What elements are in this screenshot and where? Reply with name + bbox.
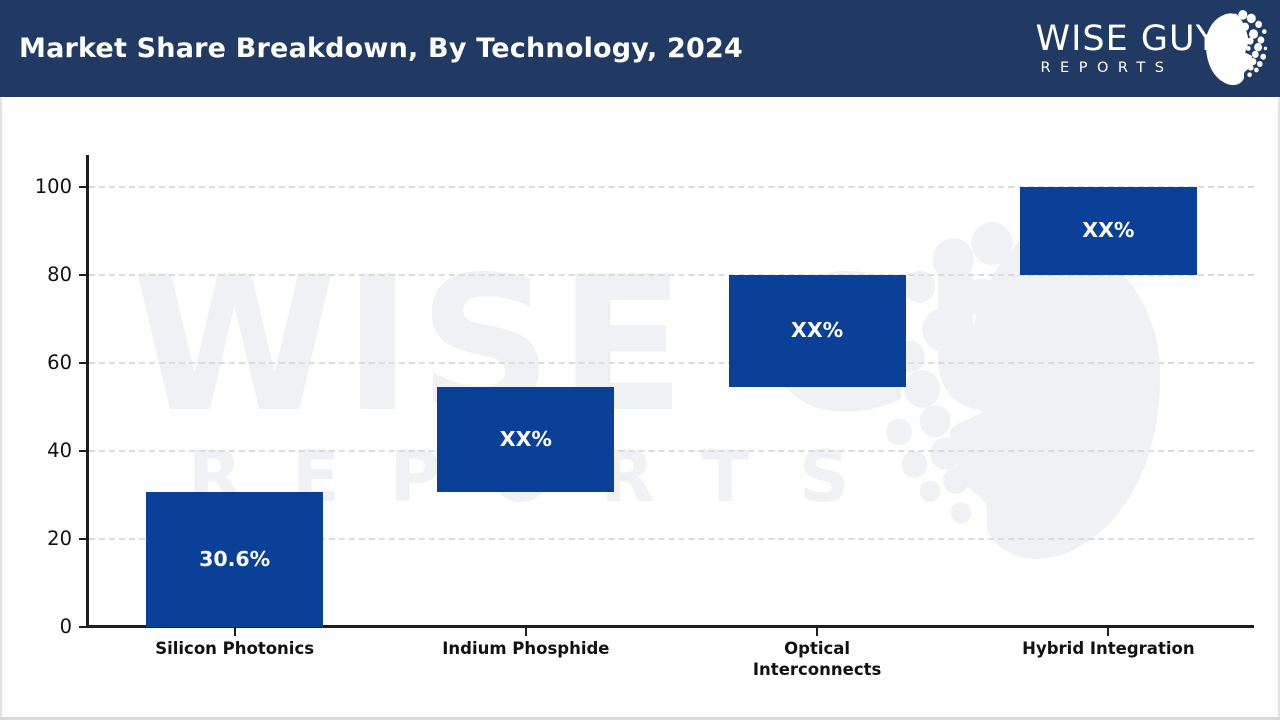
h-gridline [89, 450, 1254, 452]
h-gridline [89, 362, 1254, 364]
brand-logo: WISE GUY REPORTS [1035, 9, 1270, 88]
bar-value-label: 30.6% [199, 546, 271, 571]
y-axis-tick [79, 450, 87, 452]
logo-subtitle: REPORTS [1040, 59, 1174, 76]
bar-value-label: XX% [499, 426, 552, 451]
waterfall-bar [728, 275, 906, 388]
y-axis-tick-label: 40 [47, 439, 72, 462]
header-bar: Market Share Breakdown, By Technology, 2… [0, 0, 1280, 97]
y-axis [86, 155, 89, 628]
waterfall-bar [146, 492, 324, 627]
x-axis-tick [816, 628, 819, 636]
h-gridline [89, 538, 1254, 540]
h-gridline [89, 274, 1254, 276]
h-gridline [89, 186, 1254, 188]
window-edge-right [1278, 97, 1280, 720]
y-axis-tick-label: 60 [47, 351, 72, 374]
x-axis-tick [1107, 628, 1110, 636]
page-title: Market Share Breakdown, By Technology, 2… [19, 33, 744, 64]
y-axis-tick [79, 538, 87, 540]
window-edge-bottom [0, 717, 1280, 720]
y-axis-tick-label: 20 [47, 527, 72, 550]
waterfall-bar [437, 387, 615, 493]
waterfall-bar [1019, 187, 1197, 275]
x-category-label: Optical Interconnects [752, 639, 882, 679]
logo-wordmark: WISE GUY [1035, 18, 1218, 59]
x-category-label: Hybrid Integration [1022, 639, 1195, 658]
bar-value-label: XX% [791, 318, 844, 343]
y-axis-tick [79, 274, 87, 276]
x-category-label: Indium Phosphide [442, 639, 610, 658]
logo-head-icon [1205, 9, 1268, 85]
y-axis-tick [79, 626, 87, 628]
window-edge-left [0, 97, 2, 720]
y-axis-tick [79, 186, 87, 188]
x-category-label: Silicon Photonics [155, 639, 315, 658]
x-axis [86, 625, 1254, 628]
x-axis-tick [233, 628, 236, 636]
x-axis-tick [524, 628, 527, 636]
logo-text: WISE GUY REPORTS [1035, 18, 1218, 76]
y-axis-tick-label: 80 [47, 263, 72, 286]
y-axis-tick-label: 0 [59, 615, 72, 638]
bar-value-label: XX% [1082, 218, 1135, 242]
y-axis-tick-label: 100 [34, 175, 72, 198]
y-axis-tick [79, 362, 87, 364]
watermark-head-icon [880, 222, 1161, 559]
